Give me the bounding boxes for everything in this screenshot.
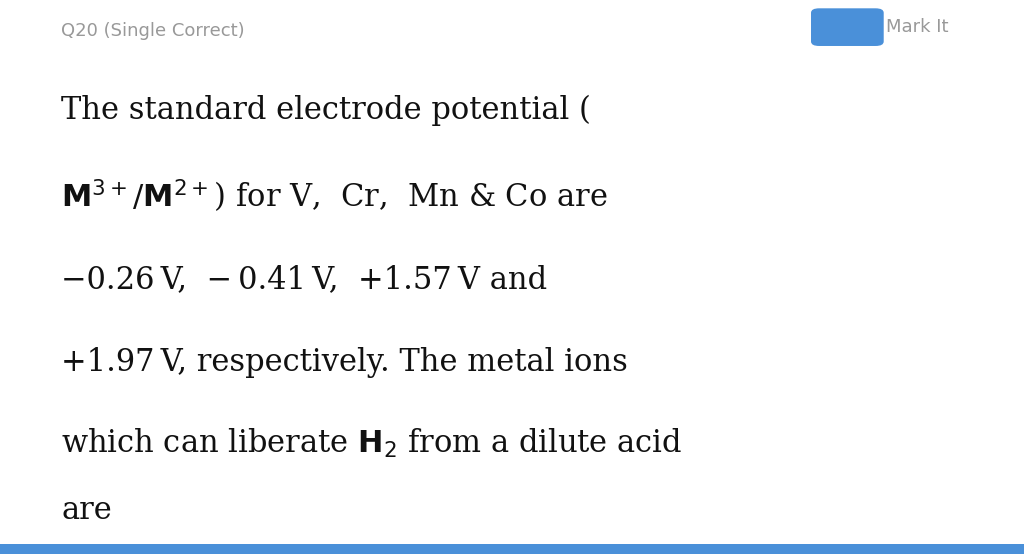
Text: are: are	[61, 495, 113, 526]
Text: Q20 (Single Correct): Q20 (Single Correct)	[61, 22, 245, 40]
Text: $\mathbf{M}^{3+}/\mathbf{M}^{2+}$) for V,  Cr,  Mn & Co are: $\mathbf{M}^{3+}/\mathbf{M}^{2+}$) for V…	[61, 178, 608, 216]
Text: Mark It: Mark It	[886, 18, 948, 35]
Text: which can liberate $\mathbf{H}_2$ from a dilute acid: which can liberate $\mathbf{H}_2$ from a…	[61, 427, 683, 460]
Text: The standard electrode potential (: The standard electrode potential (	[61, 95, 591, 126]
FancyBboxPatch shape	[811, 8, 884, 46]
Text: −0.26 V,  − 0.41 V,  +1.57 V and: −0.26 V, − 0.41 V, +1.57 V and	[61, 264, 548, 295]
Bar	[0, 544, 1024, 554]
Text: +1.97 V, respectively. The metal ions: +1.97 V, respectively. The metal ions	[61, 347, 629, 378]
